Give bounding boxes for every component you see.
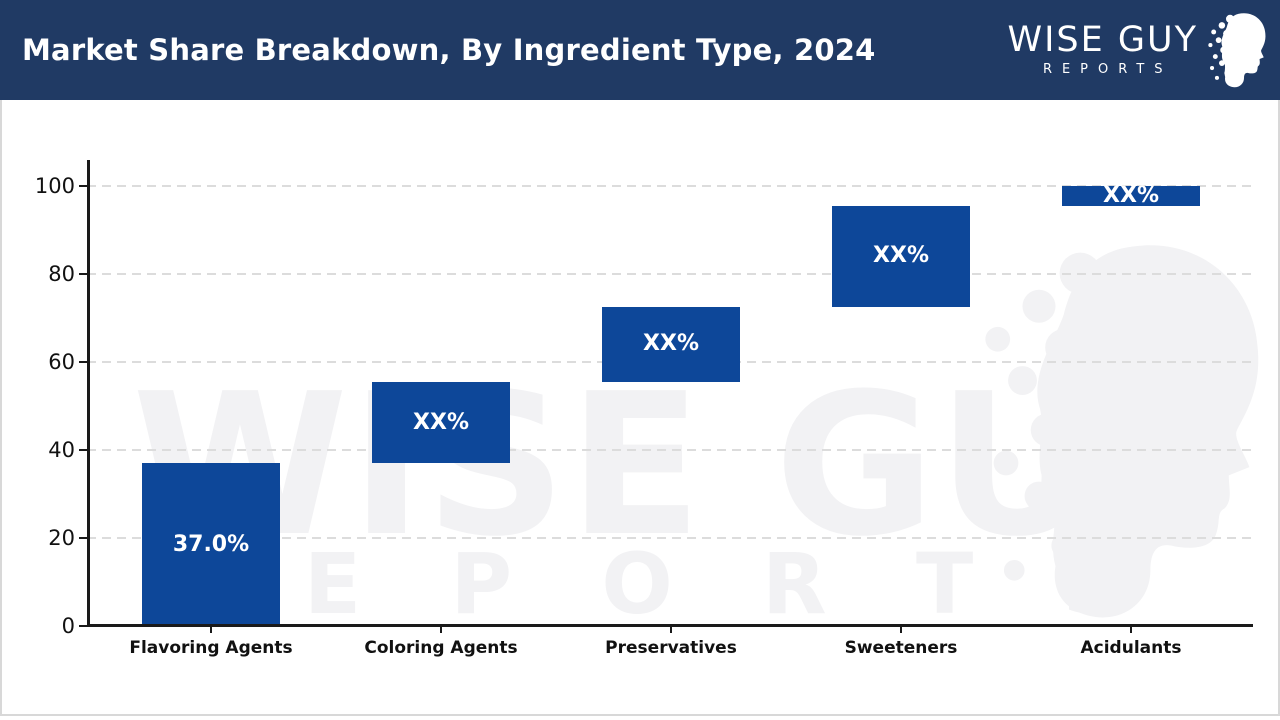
y-tick-label-60: 60 xyxy=(48,350,75,374)
y-tick-mark-60 xyxy=(79,361,87,363)
x-tick-mark xyxy=(440,626,442,633)
x-tick-mark xyxy=(1130,626,1132,633)
x-category-label: Preservatives xyxy=(605,638,737,658)
bar-flavoring-agents xyxy=(142,463,280,626)
bar-value-label: XX% xyxy=(873,243,929,269)
logo-head-icon xyxy=(1208,13,1266,88)
gridline-40 xyxy=(87,449,1253,451)
bar-value-label: XX% xyxy=(413,409,469,435)
bar-sweeteners xyxy=(832,205,970,307)
bar-coloring-agents xyxy=(372,381,510,464)
gridline-80 xyxy=(87,273,1253,275)
logo-reports-text: REPORTS xyxy=(1042,62,1173,77)
bar-value-label: XX% xyxy=(643,331,699,357)
wise-guy-logo: WISE GUY REPORTS xyxy=(1007,8,1268,92)
y-tick-mark-80 xyxy=(79,273,87,275)
x-category-label: Coloring Agents xyxy=(364,638,518,658)
y-tick-mark-40 xyxy=(79,449,87,451)
x-category-label: Sweeteners xyxy=(844,638,958,658)
y-tick-label-80: 80 xyxy=(48,262,75,286)
x-category-label: Flavoring Agents xyxy=(129,638,293,658)
x-tick-mark xyxy=(210,626,212,633)
y-tick-label-20: 20 xyxy=(48,526,75,550)
x-tick-mark xyxy=(900,626,902,633)
x-tick-mark xyxy=(670,626,672,633)
x-category-label: Acidulants xyxy=(1080,638,1182,658)
y-axis-line xyxy=(87,160,90,626)
gridline-100 xyxy=(87,185,1253,187)
y-tick-mark-20 xyxy=(79,537,87,539)
bar-value-label: XX% xyxy=(1103,182,1159,208)
bar-acidulants xyxy=(1062,186,1200,206)
x-axis-line xyxy=(87,624,1253,627)
y-tick-label-40: 40 xyxy=(48,438,75,462)
bar-value-label: 37.0% xyxy=(172,531,250,557)
watermark: WISE GUY R E P O R T S xyxy=(0,100,1280,720)
y-tick-label-100: 100 xyxy=(34,174,75,198)
gridline-20 xyxy=(87,537,1253,539)
bar-preservatives xyxy=(602,307,740,382)
y-tick-label-0: 0 xyxy=(61,614,75,638)
watermark-reports-text: R E P O R T S xyxy=(150,535,1153,633)
logo-wiseguy-text: WISE GUY xyxy=(1007,20,1198,60)
y-tick-mark-0 xyxy=(79,625,87,627)
header-bar: Market Share Breakdown, By Ingredient Ty… xyxy=(0,0,1280,100)
y-tick-mark-100 xyxy=(79,185,87,187)
page-title: Market Share Breakdown, By Ingredient Ty… xyxy=(22,33,876,67)
